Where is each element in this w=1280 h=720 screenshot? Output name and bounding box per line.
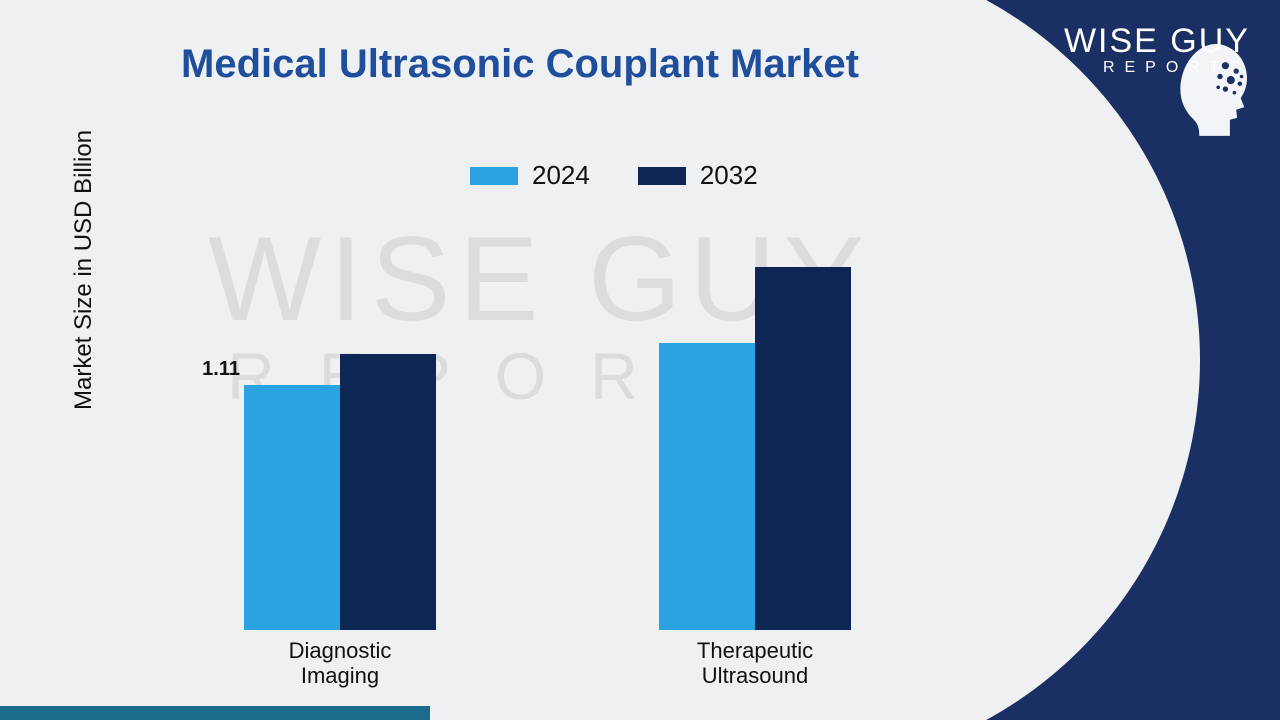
legend-swatch-2024 [470,167,518,185]
bar [340,354,436,630]
chart-canvas: WISE GUY REPORTS Medical Ultrasonic Coup… [0,0,1280,720]
bar [659,343,755,630]
bottom-strip [0,706,430,720]
plot-area: DiagnosticImagingTherapeuticUltrasound1.… [115,210,935,630]
x-tick-label: TherapeuticUltrasound [665,638,845,689]
legend-swatch-2032 [638,167,686,185]
legend-item: 2032 [638,160,758,191]
x-tick-label: DiagnosticImaging [250,638,430,689]
legend: 2024 2032 [470,160,758,191]
bar [755,267,851,630]
chart-title: Medical Ultrasonic Couplant Market [120,42,920,87]
bar [244,385,340,630]
legend-label: 2032 [700,160,758,191]
bar-value-label: 1.11 [194,358,240,381]
brand-block: WISE GUY REPORTS [1064,22,1250,77]
legend-label: 2024 [532,160,590,191]
legend-item: 2024 [470,160,590,191]
head-silhouette-icon [1166,40,1256,140]
y-axis-label: Market Size in USD Billion [70,130,98,410]
